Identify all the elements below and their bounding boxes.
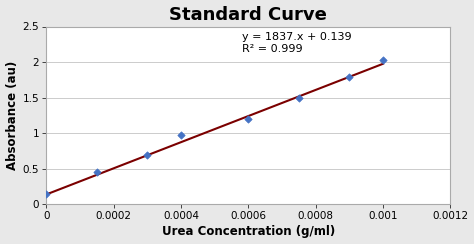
Point	[43, 193, 50, 196]
Point	[144, 153, 151, 157]
Point	[177, 133, 185, 137]
Point	[346, 75, 353, 79]
Text: y = 1837.x + 0.139
R² = 0.999: y = 1837.x + 0.139 R² = 0.999	[242, 32, 351, 54]
Title: Standard Curve: Standard Curve	[169, 6, 327, 24]
Point	[245, 117, 252, 121]
X-axis label: Urea Concentration (g/ml): Urea Concentration (g/ml)	[162, 225, 335, 238]
Point	[93, 170, 100, 174]
Point	[379, 58, 387, 62]
Y-axis label: Absorbance (au): Absorbance (au)	[6, 61, 18, 170]
Point	[295, 96, 302, 100]
